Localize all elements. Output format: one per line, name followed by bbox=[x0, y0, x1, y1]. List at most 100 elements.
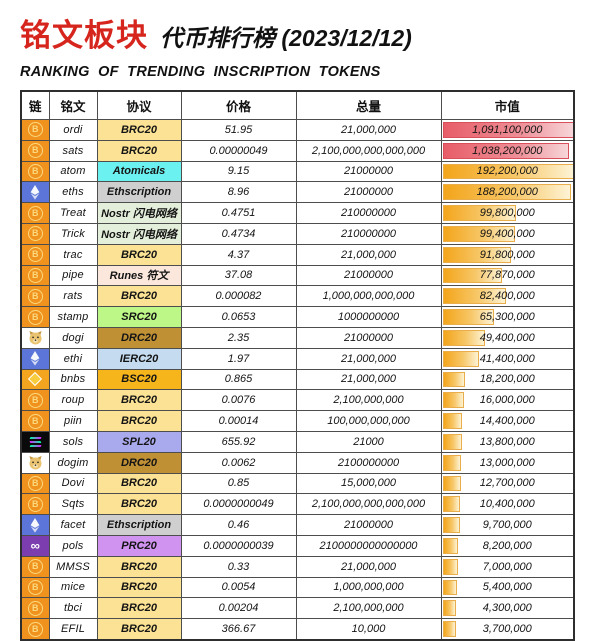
marketcap-cell: 12,700,000 bbox=[440, 472, 575, 495]
token-name: piin bbox=[48, 410, 98, 432]
bitcoin-icon: B bbox=[22, 120, 48, 139]
chain-cell: B bbox=[20, 243, 50, 266]
supply-value: 100,000,000,000 bbox=[295, 410, 442, 432]
supply-value: 21,000,000 bbox=[295, 243, 442, 266]
chain-cell: B bbox=[20, 576, 50, 599]
marketcap-value: 49,400,000 bbox=[479, 331, 535, 344]
table-row: bnbs BSC20 0.865 21,000,000 18,200,000 bbox=[20, 368, 575, 391]
chain-cell bbox=[20, 368, 50, 391]
marketcap-value: 8,200,000 bbox=[482, 539, 532, 552]
marketcap-cell: 14,400,000 bbox=[440, 410, 575, 432]
marketcap-value: 9,700,000 bbox=[482, 519, 532, 532]
marketcap-value: 1,091,100,000 bbox=[472, 123, 543, 136]
protocol-badge: SPL20 bbox=[96, 430, 182, 453]
marketcap-value: 18,200,000 bbox=[479, 373, 535, 386]
chain-cell: ∞ bbox=[20, 534, 50, 557]
token-name: dogi bbox=[48, 326, 98, 349]
chain-cell: B bbox=[20, 555, 50, 578]
marketcap-bar bbox=[442, 496, 460, 513]
marketcap-cell: 99,400,000 bbox=[440, 222, 575, 245]
price-value: 0.46 bbox=[180, 514, 297, 536]
chain-cell: B bbox=[20, 264, 50, 287]
marketcap-bar bbox=[442, 163, 573, 180]
chain-cell bbox=[20, 451, 50, 474]
bitcoin-icon: B bbox=[22, 287, 48, 306]
table-row: dogim DRC20 0.0062 2100000000 13,000,000 bbox=[20, 451, 575, 474]
supply-value: 21,000,000 bbox=[295, 119, 442, 141]
marketcap-cell: 1,091,100,000 bbox=[440, 119, 575, 141]
price-value: 0.0054 bbox=[180, 576, 297, 599]
supply-value: 2100000000000000 bbox=[295, 534, 442, 557]
price-value: 366.67 bbox=[180, 618, 297, 641]
token-name: eths bbox=[48, 181, 98, 204]
token-name: atom bbox=[48, 160, 98, 183]
table-row: B EFIL BRC20 366.67 10,000 3,700,000 bbox=[20, 618, 575, 641]
marketcap-cell: 9,700,000 bbox=[440, 514, 575, 536]
token-name: stamp bbox=[48, 306, 98, 328]
marketcap-cell: 8,200,000 bbox=[440, 534, 575, 557]
marketcap-value: 65,300,000 bbox=[479, 311, 535, 324]
chain-cell bbox=[20, 347, 50, 370]
token-name: Treat bbox=[48, 202, 98, 224]
marketcap-value: 91,800,000 bbox=[479, 248, 535, 261]
protocol-badge: BRC20 bbox=[96, 493, 182, 516]
token-name: sols bbox=[48, 430, 98, 453]
dogecoin-icon bbox=[22, 328, 48, 347]
marketcap-bar bbox=[442, 475, 461, 492]
marketcap-value: 13,000,000 bbox=[479, 456, 535, 469]
chain-cell bbox=[20, 430, 50, 453]
protocol-badge: Nostr 闪电网络 bbox=[96, 222, 182, 245]
token-name: bnbs bbox=[48, 368, 98, 391]
token-name: ethi bbox=[48, 347, 98, 370]
title-main: 铭文板块 bbox=[20, 18, 148, 53]
table-row: B Dovi BRC20 0.85 15,000,000 12,700,000 bbox=[20, 472, 575, 495]
chain-cell bbox=[20, 514, 50, 536]
table-row: dogi DRC20 2.35 21000000 49,400,000 bbox=[20, 326, 575, 349]
supply-value: 21,000,000 bbox=[295, 368, 442, 391]
chain-cell: B bbox=[20, 222, 50, 245]
marketcap-value: 99,800,000 bbox=[479, 207, 535, 220]
supply-value: 10,000 bbox=[295, 618, 442, 641]
protocol-badge: BRC20 bbox=[96, 243, 182, 266]
column-header: 链 bbox=[20, 90, 50, 120]
marketcap-bar bbox=[442, 392, 464, 409]
marketcap-value: 12,700,000 bbox=[479, 477, 535, 490]
supply-value: 21000 bbox=[295, 430, 442, 453]
bitcoin-icon: B bbox=[22, 204, 48, 223]
price-value: 8.96 bbox=[180, 181, 297, 204]
price-value: 1.97 bbox=[180, 347, 297, 370]
price-value: 0.0076 bbox=[180, 389, 297, 412]
protocol-badge: BRC20 bbox=[96, 576, 182, 599]
marketcap-cell: 16,000,000 bbox=[440, 389, 575, 412]
column-header: 协议 bbox=[96, 90, 182, 120]
token-name: tbci bbox=[48, 597, 98, 620]
title-date: 代币排行榜 (2023/12/12) bbox=[160, 25, 412, 51]
price-value: 51.95 bbox=[180, 119, 297, 141]
marketcap-cell: 65,300,000 bbox=[440, 306, 575, 328]
table-row: ethi IERC20 1.97 21,000,000 41,400,000 bbox=[20, 347, 575, 370]
protocol-badge: BRC20 bbox=[96, 119, 182, 141]
chain-cell bbox=[20, 326, 50, 349]
page-title: 铭文板块 代币排行榜 (2023/12/12) bbox=[20, 10, 600, 55]
marketcap-cell: 41,400,000 bbox=[440, 347, 575, 370]
price-value: 0.00000049 bbox=[180, 139, 297, 162]
protocol-badge: Runes 符文 bbox=[96, 264, 182, 287]
token-name: facet bbox=[48, 514, 98, 536]
protocol-badge: BRC20 bbox=[96, 285, 182, 308]
protocol-badge: SRC20 bbox=[96, 306, 182, 328]
marketcap-bar bbox=[442, 225, 515, 242]
column-header: 市值 bbox=[440, 90, 575, 120]
price-value: 0.4734 bbox=[180, 222, 297, 245]
marketcap-cell: 192,200,000 bbox=[440, 160, 575, 183]
marketcap-value: 99,400,000 bbox=[479, 227, 535, 240]
supply-value: 15,000,000 bbox=[295, 472, 442, 495]
bitcoin-icon: B bbox=[22, 599, 48, 618]
protocol-badge: Ethscription bbox=[96, 514, 182, 536]
marketcap-bar bbox=[442, 537, 459, 554]
marketcap-value: 4,300,000 bbox=[482, 602, 532, 615]
marketcap-value: 14,400,000 bbox=[479, 415, 535, 428]
protocol-badge: DRC20 bbox=[96, 326, 182, 349]
marketcap-value: 1,038,200,000 bbox=[472, 144, 543, 157]
